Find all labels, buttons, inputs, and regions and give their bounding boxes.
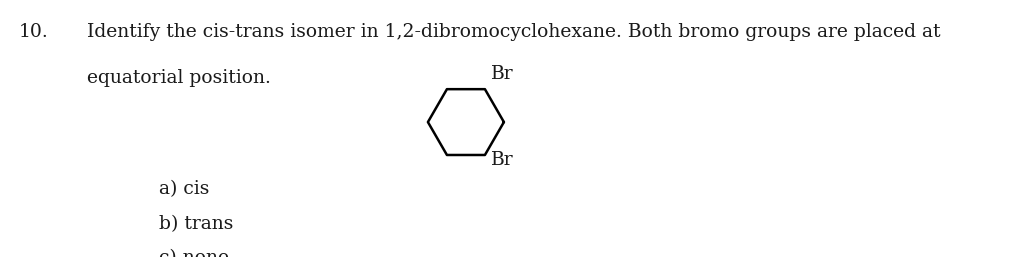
Text: b) trans: b) trans: [159, 215, 233, 233]
Text: Br: Br: [492, 151, 514, 169]
Text: Br: Br: [492, 65, 514, 83]
Text: a) cis: a) cis: [159, 180, 209, 198]
Text: Identify the cis-trans isomer in 1,2-dibromocyclohexane. Both bromo groups are p: Identify the cis-trans isomer in 1,2-dib…: [87, 23, 940, 41]
Text: c) none: c) none: [159, 249, 228, 257]
Text: 10.: 10.: [18, 23, 48, 41]
Text: equatorial position.: equatorial position.: [87, 69, 271, 87]
